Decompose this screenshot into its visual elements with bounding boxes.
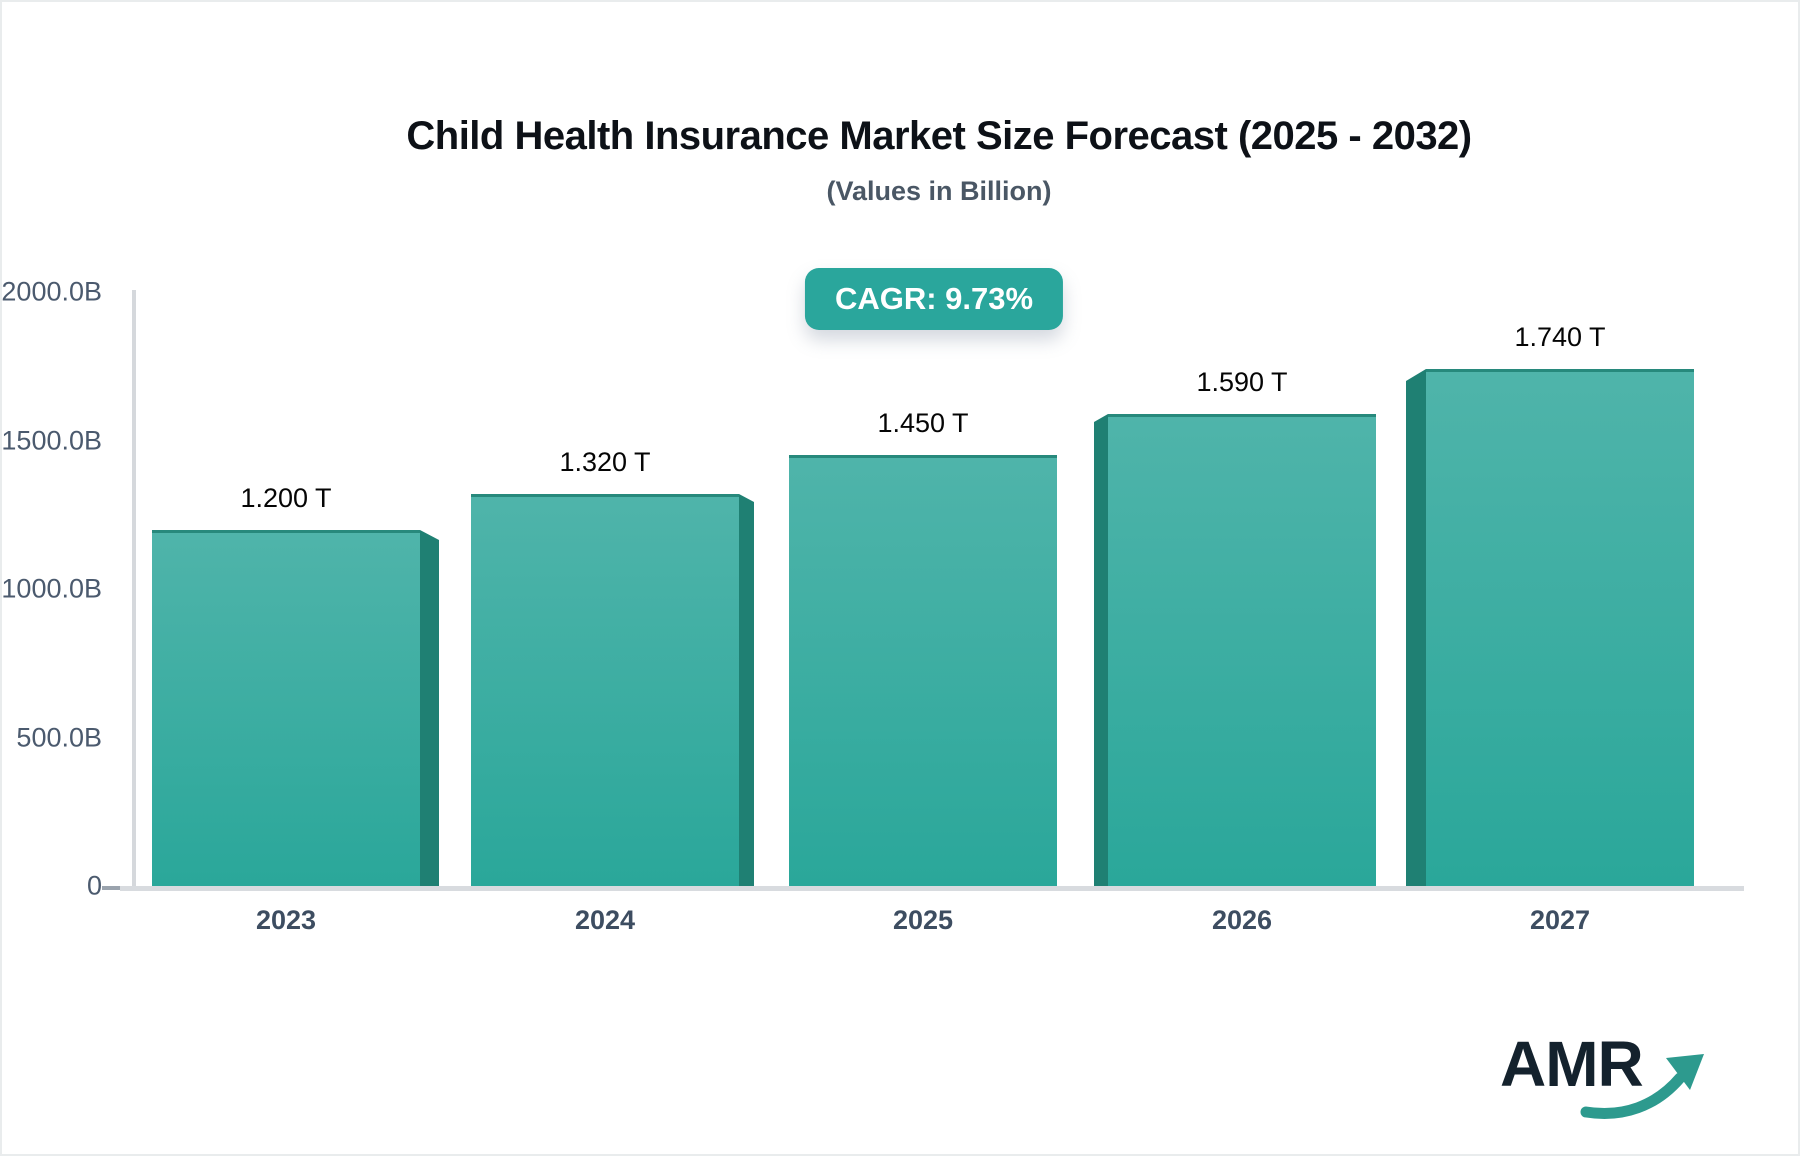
x-axis-label: 2026 xyxy=(1211,905,1273,935)
x-axis-line xyxy=(120,886,1744,891)
bar-2026-side-face xyxy=(1094,414,1108,886)
bar-value-label: 1.200 T xyxy=(240,483,332,513)
bar-value-label: 1.450 T xyxy=(877,408,969,438)
y-axis-label: 2000.0B xyxy=(1,276,102,307)
cagr-badge: CAGR: 9.73% xyxy=(804,268,1064,330)
y-axis-label: 1500.0B xyxy=(1,425,102,456)
y-axis-label: 0 xyxy=(86,870,102,901)
x-axis-label: 2023 xyxy=(255,905,317,935)
chart-subtitle: (Values in Billion) xyxy=(826,176,1052,206)
x-axis-label: 2024 xyxy=(574,905,636,935)
bar-2026 xyxy=(1108,414,1376,886)
bar-2025 xyxy=(789,455,1057,886)
x-axis-label: 2025 xyxy=(892,905,954,935)
bar-2023-side-face xyxy=(420,530,439,886)
amr-logo: AMR xyxy=(1500,1032,1720,1122)
zero-tick-mark xyxy=(102,886,120,890)
y-axis-label: 1000.0B xyxy=(1,573,102,604)
bar-value-label: 1.320 T xyxy=(559,447,651,477)
bar-2027-side-face xyxy=(1406,369,1426,886)
chart-title: Child Health Insurance Market Size Forec… xyxy=(406,114,1472,158)
bar-2024-side-face xyxy=(739,494,754,886)
bar-2027 xyxy=(1426,369,1694,886)
x-axis-label: 2027 xyxy=(1529,905,1591,935)
y-axis-label: 500.0B xyxy=(16,722,102,753)
bar-value-label: 1.740 T xyxy=(1514,322,1606,352)
bar-value-label: 1.590 T xyxy=(1196,367,1288,397)
amr-logo-text: AMR xyxy=(1500,1028,1644,1100)
logo-arrow-icon xyxy=(1580,1054,1704,1119)
bar-2024 xyxy=(471,494,739,886)
bar-2023 xyxy=(152,530,420,886)
y-axis-line xyxy=(132,290,136,888)
